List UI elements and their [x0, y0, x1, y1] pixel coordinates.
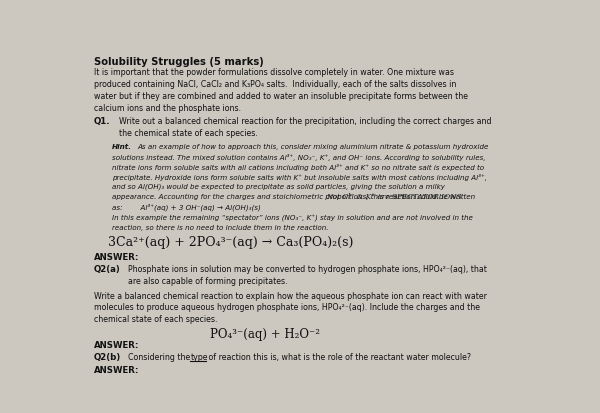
Text: Write out a balanced chemical reaction for the precipitation, including the corr: Write out a balanced chemical reaction f…: [119, 117, 491, 126]
Text: the chemical state of each species.: the chemical state of each species.: [119, 129, 258, 138]
Text: Hint.: Hint.: [112, 144, 132, 150]
Text: ANSWER:: ANSWER:: [94, 340, 139, 349]
Text: Q1.: Q1.: [94, 117, 110, 126]
Text: are also capable of forming precipitates.: are also capable of forming precipitates…: [128, 276, 288, 285]
Text: Solubility Struggles (5 marks): Solubility Struggles (5 marks): [94, 57, 263, 66]
Text: as:        Al³⁺(aq) + 3 OH⁻(aq) → Al(OH)₃(s): as: Al³⁺(aq) + 3 OH⁻(aq) → Al(OH)₃(s): [112, 203, 261, 210]
Text: precipitate. Hydroxide ions form soluble salts with K⁺ but insoluble salts with : precipitate. Hydroxide ions form soluble…: [112, 173, 487, 180]
Text: As an example of how to approach this, consider mixing aluminium nitrate & potas: As an example of how to approach this, c…: [138, 144, 489, 150]
Text: solutions instead. The mixed solution contains Al³⁺, NO₃⁻, K⁺, and OH⁻ ions. Acc: solutions instead. The mixed solution co…: [112, 154, 486, 161]
Text: chemical state of each species.: chemical state of each species.: [94, 314, 217, 323]
Text: calcium ions and the phosphate ions.: calcium ions and the phosphate ions.: [94, 103, 241, 112]
Text: produced containing NaCl, CaCl₂ and K₃PO₄ salts.  Individually, each of the salt: produced containing NaCl, CaCl₂ and K₃PO…: [94, 80, 456, 89]
Text: Write a balanced chemical reaction to explain how the aqueous phosphate ion can : Write a balanced chemical reaction to ex…: [94, 291, 487, 300]
Text: reaction, so there is no need to include them in the reaction.: reaction, so there is no need to include…: [112, 225, 329, 230]
Text: ANSWER:: ANSWER:: [94, 252, 139, 261]
Text: type: type: [190, 352, 208, 361]
Text: water but if they are combined and added to water an insoluble precipitate forms: water but if they are combined and added…: [94, 92, 467, 100]
Text: Phosphate ions in solution may be converted to hydrogen phosphate ions, HPO₄²⁻(a: Phosphate ions in solution may be conver…: [128, 264, 487, 273]
Text: PO₄³⁻(aq) + H₂O⁻²: PO₄³⁻(aq) + H₂O⁻²: [210, 328, 320, 340]
Text: Not Cl⁻ & K⁺ are SPECTATOR IONS: Not Cl⁻ & K⁺ are SPECTATOR IONS: [326, 193, 462, 201]
Text: Q2(b): Q2(b): [94, 352, 121, 361]
Text: and so Al(OH)₃ would be expected to precipitate as solid particles, giving the s: and so Al(OH)₃ would be expected to prec…: [112, 183, 445, 190]
Text: molecules to produce aqueous hydrogen phosphate ions, HPO₄²⁻(aq). Include the ch: molecules to produce aqueous hydrogen ph…: [94, 303, 479, 312]
Text: In this example the remaining “spectator” ions (NO₃⁻, K⁺) stay in solution and a: In this example the remaining “spectator…: [112, 215, 473, 222]
Text: It is important that the powder formulations dissolve completely in water. One m: It is important that the powder formulat…: [94, 68, 454, 77]
Text: 3Ca²⁺(aq) + 2PO₄³⁻(aq) → Ca₃(PO₄)₂(s): 3Ca²⁺(aq) + 2PO₄³⁻(aq) → Ca₃(PO₄)₂(s): [107, 235, 353, 249]
Text: ANSWER:: ANSWER:: [94, 366, 139, 374]
Text: of reaction this is, what is the role of the reactant water molecule?: of reaction this is, what is the role of…: [206, 352, 471, 361]
Text: appearance. Accounting for the charges and stoichiometric proportions, this reac: appearance. Accounting for the charges a…: [112, 193, 475, 199]
Text: Considering the: Considering the: [128, 352, 193, 361]
Text: nitrate ions form soluble salts with all cations including both Al³⁺ and K⁺ so n: nitrate ions form soluble salts with all…: [112, 164, 484, 171]
Text: Q2(a): Q2(a): [94, 264, 121, 273]
